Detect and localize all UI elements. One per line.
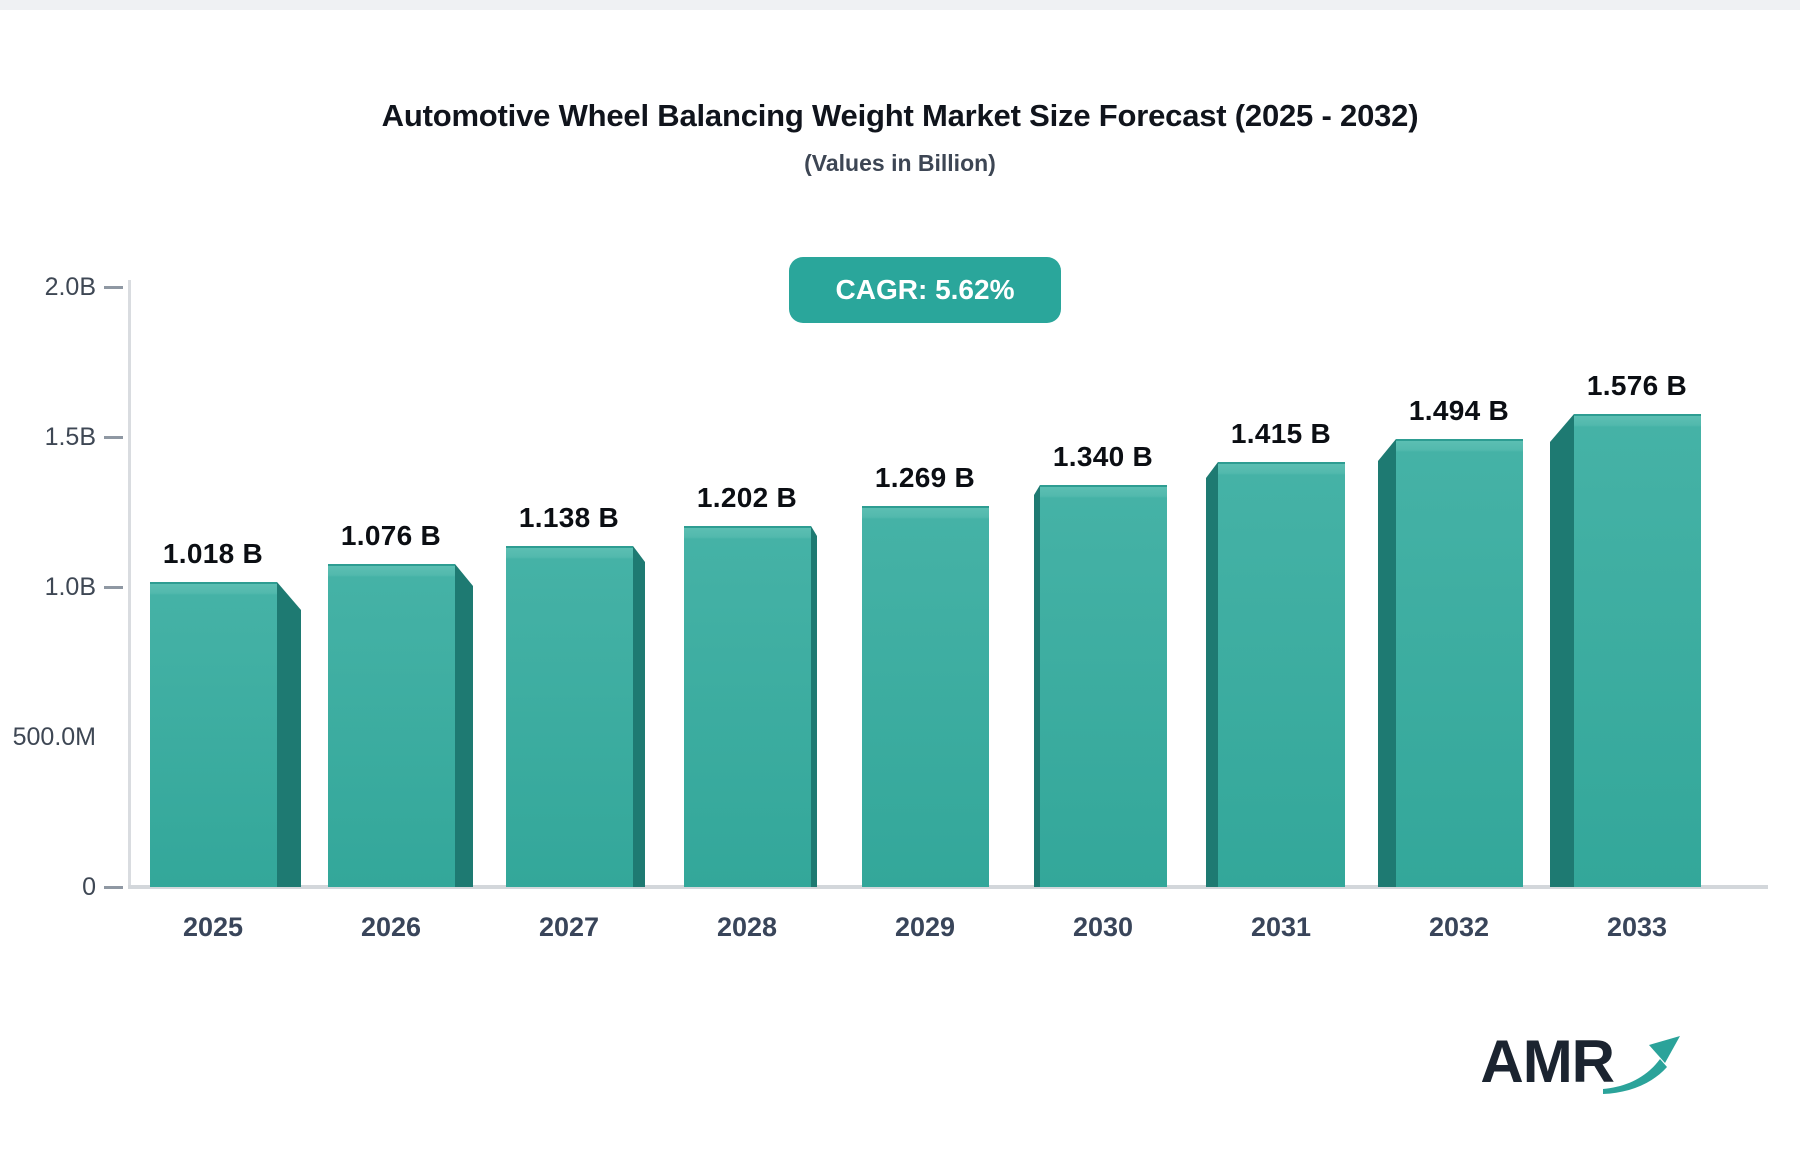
bar-value-label: 1.076 B	[340, 520, 442, 551]
y-axis-tick-mark	[104, 886, 123, 889]
bar-value-label: 1.415 B	[1230, 418, 1332, 449]
amr-logo-text: AMR	[1480, 1028, 1615, 1095]
bar-side	[633, 546, 645, 887]
y-axis-line	[128, 280, 131, 889]
bar-face	[1574, 414, 1701, 887]
growth-arrow-icon	[1603, 1036, 1680, 1094]
bar-value-label: 1.269 B	[874, 462, 976, 493]
x-axis-label: 2029	[894, 912, 956, 942]
bar-side	[1206, 462, 1218, 887]
bar-side	[1378, 439, 1396, 887]
y-axis-tick-mark	[104, 286, 123, 289]
x-axis-label: 2026	[360, 912, 422, 942]
bar-face	[506, 546, 633, 887]
amr-logo: AMR	[1480, 1032, 1682, 1096]
x-axis-label: 2025	[182, 912, 244, 942]
cagr-badge: CAGR: 5.62%	[789, 257, 1061, 323]
bar-side	[811, 526, 817, 887]
bar-side	[1034, 485, 1040, 887]
y-axis-tick-label: 500.0M	[12, 723, 96, 751]
y-axis-tick-mark	[104, 586, 123, 589]
bar-value-label: 1.138 B	[518, 502, 620, 533]
bar-face	[150, 582, 277, 887]
bar-value-label: 1.340 B	[1052, 441, 1154, 472]
x-axis-label: 2027	[538, 912, 600, 942]
chart-subtitle: (Values in Billion)	[804, 150, 996, 176]
bar-value-label: 1.494 B	[1408, 395, 1510, 426]
bar-face	[862, 506, 989, 887]
y-axis-tick-label: 2.0B	[44, 273, 96, 301]
y-axis-tick-label: 1.0B	[44, 573, 96, 601]
bar-face	[684, 526, 811, 887]
bar-face	[328, 564, 455, 887]
x-axis-label: 2031	[1250, 912, 1312, 942]
x-axis-label: 2033	[1606, 912, 1668, 942]
bar-face	[1218, 462, 1345, 887]
cagr-badge-label: CAGR: 5.62%	[835, 274, 1015, 305]
bar-face	[1396, 439, 1523, 887]
bar-face	[1040, 485, 1167, 887]
bar-value-label: 1.576 B	[1586, 370, 1688, 401]
chart-title: Automotive Wheel Balancing Weight Market…	[381, 98, 1419, 133]
bar-value-label: 1.202 B	[696, 482, 798, 513]
y-axis-tick-label: 1.5B	[44, 423, 96, 451]
bar-value-label: 1.018 B	[162, 538, 264, 569]
x-axis-line	[128, 885, 1768, 889]
bar-side	[455, 564, 473, 887]
x-axis-label: 2030	[1072, 912, 1134, 942]
x-axis-label: 2028	[716, 912, 778, 942]
y-axis-tick-label: 0	[82, 873, 96, 901]
top-edge-strip	[0, 0, 1800, 10]
x-axis-label: 2032	[1428, 912, 1490, 942]
y-axis-tick-mark	[104, 436, 123, 439]
bar-side	[277, 582, 301, 887]
bar-side	[1550, 414, 1574, 887]
